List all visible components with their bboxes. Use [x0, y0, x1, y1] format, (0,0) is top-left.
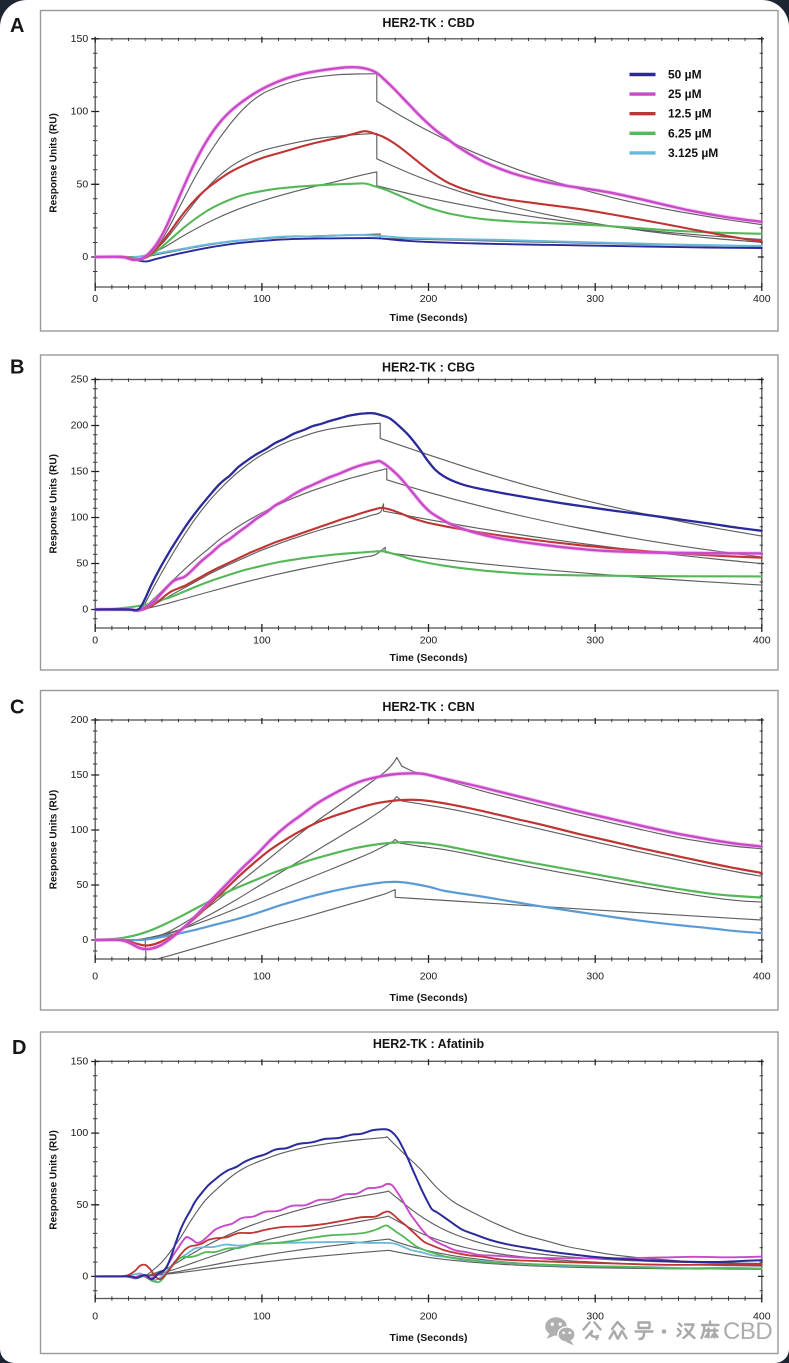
svg-text:D: D	[12, 1037, 26, 1059]
svg-text:100: 100	[253, 1311, 271, 1323]
svg-text:50 µM: 50 µM	[668, 68, 702, 82]
svg-text:200: 200	[71, 714, 89, 726]
svg-text:50: 50	[77, 1199, 89, 1211]
svg-text:HER2-TK : CBD: HER2-TK : CBD	[382, 16, 474, 30]
svg-text:100: 100	[253, 635, 271, 647]
svg-text:0: 0	[92, 1311, 98, 1323]
svg-text:A: A	[10, 15, 24, 37]
svg-text:400: 400	[753, 635, 771, 647]
svg-text:0: 0	[82, 1270, 88, 1282]
svg-text:B: B	[10, 357, 24, 379]
svg-text:HER2-TK : CBG: HER2-TK : CBG	[382, 361, 475, 375]
svg-text:150: 150	[71, 33, 89, 45]
svg-text:Response Units (RU): Response Units (RU)	[49, 113, 60, 212]
svg-text:200: 200	[420, 293, 438, 305]
svg-text:250: 250	[71, 374, 89, 386]
svg-text:50: 50	[77, 879, 89, 891]
svg-text:100: 100	[253, 971, 271, 983]
svg-text:200: 200	[420, 635, 438, 647]
svg-text:100: 100	[253, 293, 271, 305]
svg-text:50: 50	[77, 178, 89, 190]
svg-text:0: 0	[82, 251, 88, 263]
svg-text:12.5 µM: 12.5 µM	[668, 107, 712, 121]
svg-text:400: 400	[753, 971, 771, 983]
svg-text:100: 100	[71, 1127, 89, 1139]
svg-text:100: 100	[71, 106, 89, 118]
svg-text:0: 0	[92, 635, 98, 647]
svg-text:Response Units (RU): Response Units (RU)	[49, 1130, 60, 1229]
svg-text:CBD: CBD	[723, 1318, 772, 1345]
svg-text:3.125 µM: 3.125 µM	[668, 146, 718, 160]
svg-text:300: 300	[586, 1311, 604, 1323]
svg-text:50: 50	[77, 558, 89, 570]
svg-text:HER2-TK : Afatinib: HER2-TK : Afatinib	[373, 1037, 485, 1051]
svg-text:200: 200	[71, 420, 89, 432]
svg-text:150: 150	[71, 769, 89, 781]
svg-text:150: 150	[71, 466, 89, 478]
svg-text:150: 150	[71, 1056, 89, 1068]
svg-text:100: 100	[71, 512, 89, 524]
svg-text:400: 400	[753, 1311, 771, 1323]
svg-text:Time (Seconds): Time (Seconds)	[390, 652, 468, 664]
svg-text:C: C	[10, 697, 24, 719]
svg-text:100: 100	[71, 824, 89, 836]
svg-text:300: 300	[586, 635, 604, 647]
svg-text:300: 300	[586, 971, 604, 983]
svg-text:6.25 µM: 6.25 µM	[668, 126, 712, 140]
svg-text:0: 0	[82, 604, 88, 616]
svg-text:HER2-TK : CBN: HER2-TK : CBN	[382, 700, 474, 714]
svg-text:200: 200	[420, 1311, 438, 1323]
svg-text:0: 0	[92, 293, 98, 305]
svg-text:200: 200	[420, 971, 438, 983]
svg-text:Time (Seconds): Time (Seconds)	[390, 1332, 468, 1344]
svg-text:25 µM: 25 µM	[668, 87, 702, 101]
svg-text:0: 0	[82, 934, 88, 946]
svg-text:Response Units (RU): Response Units (RU)	[49, 454, 60, 553]
svg-text:Time (Seconds): Time (Seconds)	[390, 992, 468, 1004]
svg-text:0: 0	[92, 971, 98, 983]
svg-text:400: 400	[753, 293, 771, 305]
svg-text:Response Units (RU): Response Units (RU)	[49, 790, 60, 889]
svg-text:Time (Seconds): Time (Seconds)	[390, 312, 468, 324]
svg-text:300: 300	[586, 293, 604, 305]
